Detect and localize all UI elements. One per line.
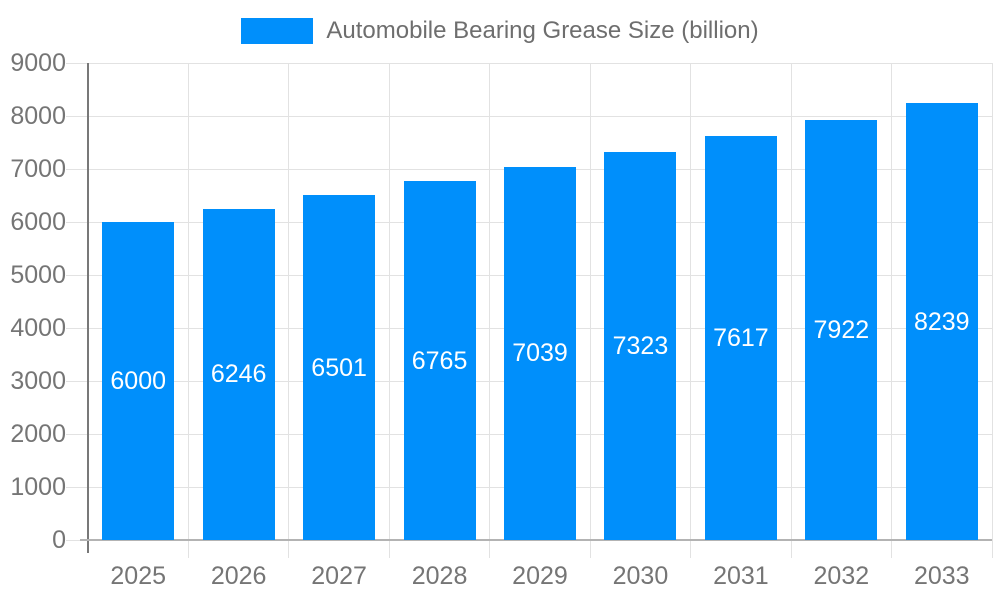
- y-tick-label: 0: [52, 526, 66, 554]
- bar[interactable]: [504, 166, 576, 540]
- x-tick-label: 2029: [512, 562, 568, 590]
- y-tick-label: 1000: [10, 473, 66, 501]
- bar-value-label: 7323: [612, 331, 669, 360]
- bar[interactable]: [704, 136, 777, 540]
- y-tick-label: 5000: [10, 261, 66, 289]
- legend-label[interactable]: Automobile Bearing Grease Size (billion): [326, 17, 759, 44]
- bar[interactable]: [604, 151, 677, 540]
- x-gridline: [790, 63, 792, 558]
- bar-value-label: 7039: [512, 339, 568, 368]
- y-tick-label: 2000: [10, 420, 66, 448]
- x-tick-label: 2033: [913, 562, 970, 590]
- x-gridline: [288, 63, 290, 558]
- bar-value-label: 7617: [713, 324, 769, 353]
- chart-legend[interactable]: Automobile Bearing Grease Size (billion): [0, 17, 1000, 45]
- x-gridline: [690, 63, 692, 558]
- plot-area: 0 1000 2000 3000 4000 5000 6000 7000 8000 9000 600…: [10, 50, 993, 590]
- x-tick-label: 2028: [411, 562, 468, 590]
- x-tick-label: 2025: [110, 562, 167, 590]
- y-tick-label: 4000: [10, 314, 66, 342]
- x-gridline: [187, 63, 189, 558]
- bar-value-label: 7922: [813, 316, 870, 345]
- y-tick-label: 6000: [10, 208, 66, 236]
- bar-value-label: 8239: [913, 307, 970, 336]
- bar-value-label: 6501: [311, 353, 367, 382]
- x-gridline: [489, 63, 491, 558]
- x-tick-label: 2032: [813, 562, 870, 590]
- bar[interactable]: [403, 181, 476, 540]
- bar[interactable]: [805, 120, 878, 540]
- bar-value-label: 6246: [210, 360, 267, 389]
- x-tick-label: 2027: [311, 562, 367, 590]
- y-axis-line: [87, 63, 89, 553]
- x-tick-label: 2031: [713, 562, 769, 590]
- y-tick-label: 8000: [10, 102, 66, 130]
- y-gridline: [66, 62, 992, 64]
- x-tick-label: 2030: [612, 562, 669, 590]
- y-tick-label: 7000: [10, 155, 66, 183]
- bar[interactable]: [303, 195, 376, 540]
- x-gridline: [891, 63, 893, 558]
- bar[interactable]: [905, 103, 978, 540]
- y-gridline: [66, 115, 992, 117]
- x-tick-label: 2026: [210, 562, 267, 590]
- x-gridline: [991, 63, 993, 558]
- y-tick-label: 9000: [10, 49, 66, 77]
- bar[interactable]: [102, 222, 175, 540]
- x-axis-baseline: [80, 539, 992, 541]
- bar-value-label: 6765: [411, 346, 468, 375]
- bar[interactable]: [202, 208, 275, 540]
- bar-value-label: 6000: [110, 367, 167, 395]
- legend-swatch-icon[interactable]: [241, 18, 314, 44]
- y-tick-label: 3000: [10, 367, 66, 395]
- y-axis-tick: [66, 539, 88, 541]
- x-gridline: [388, 63, 390, 558]
- x-gridline: [589, 63, 591, 558]
